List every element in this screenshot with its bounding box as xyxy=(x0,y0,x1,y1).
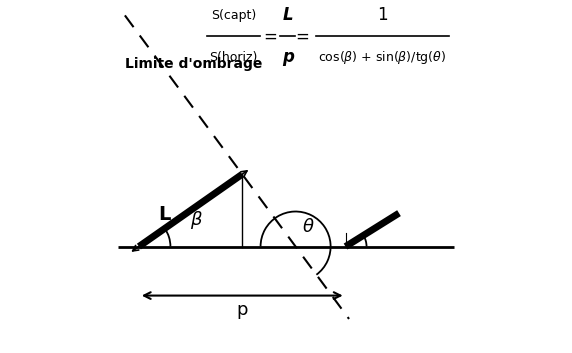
Text: S(horiz): S(horiz) xyxy=(209,51,257,64)
Text: $\cos(\beta)$ + $\sin(\beta)$/tg($\theta$): $\cos(\beta)$ + $\sin(\beta)$/tg($\theta… xyxy=(318,49,446,66)
Text: S(capt): S(capt) xyxy=(211,9,256,22)
Text: 1: 1 xyxy=(377,6,388,24)
Text: L: L xyxy=(283,6,293,24)
Text: $\theta$: $\theta$ xyxy=(303,218,315,236)
Text: p: p xyxy=(282,48,293,66)
Text: $\beta$: $\beta$ xyxy=(190,209,203,231)
Text: =: = xyxy=(263,28,277,46)
Text: L: L xyxy=(158,205,170,224)
Text: Limite d'ombrage: Limite d'ombrage xyxy=(125,58,263,71)
Text: =: = xyxy=(295,28,309,46)
Text: p: p xyxy=(236,301,248,319)
